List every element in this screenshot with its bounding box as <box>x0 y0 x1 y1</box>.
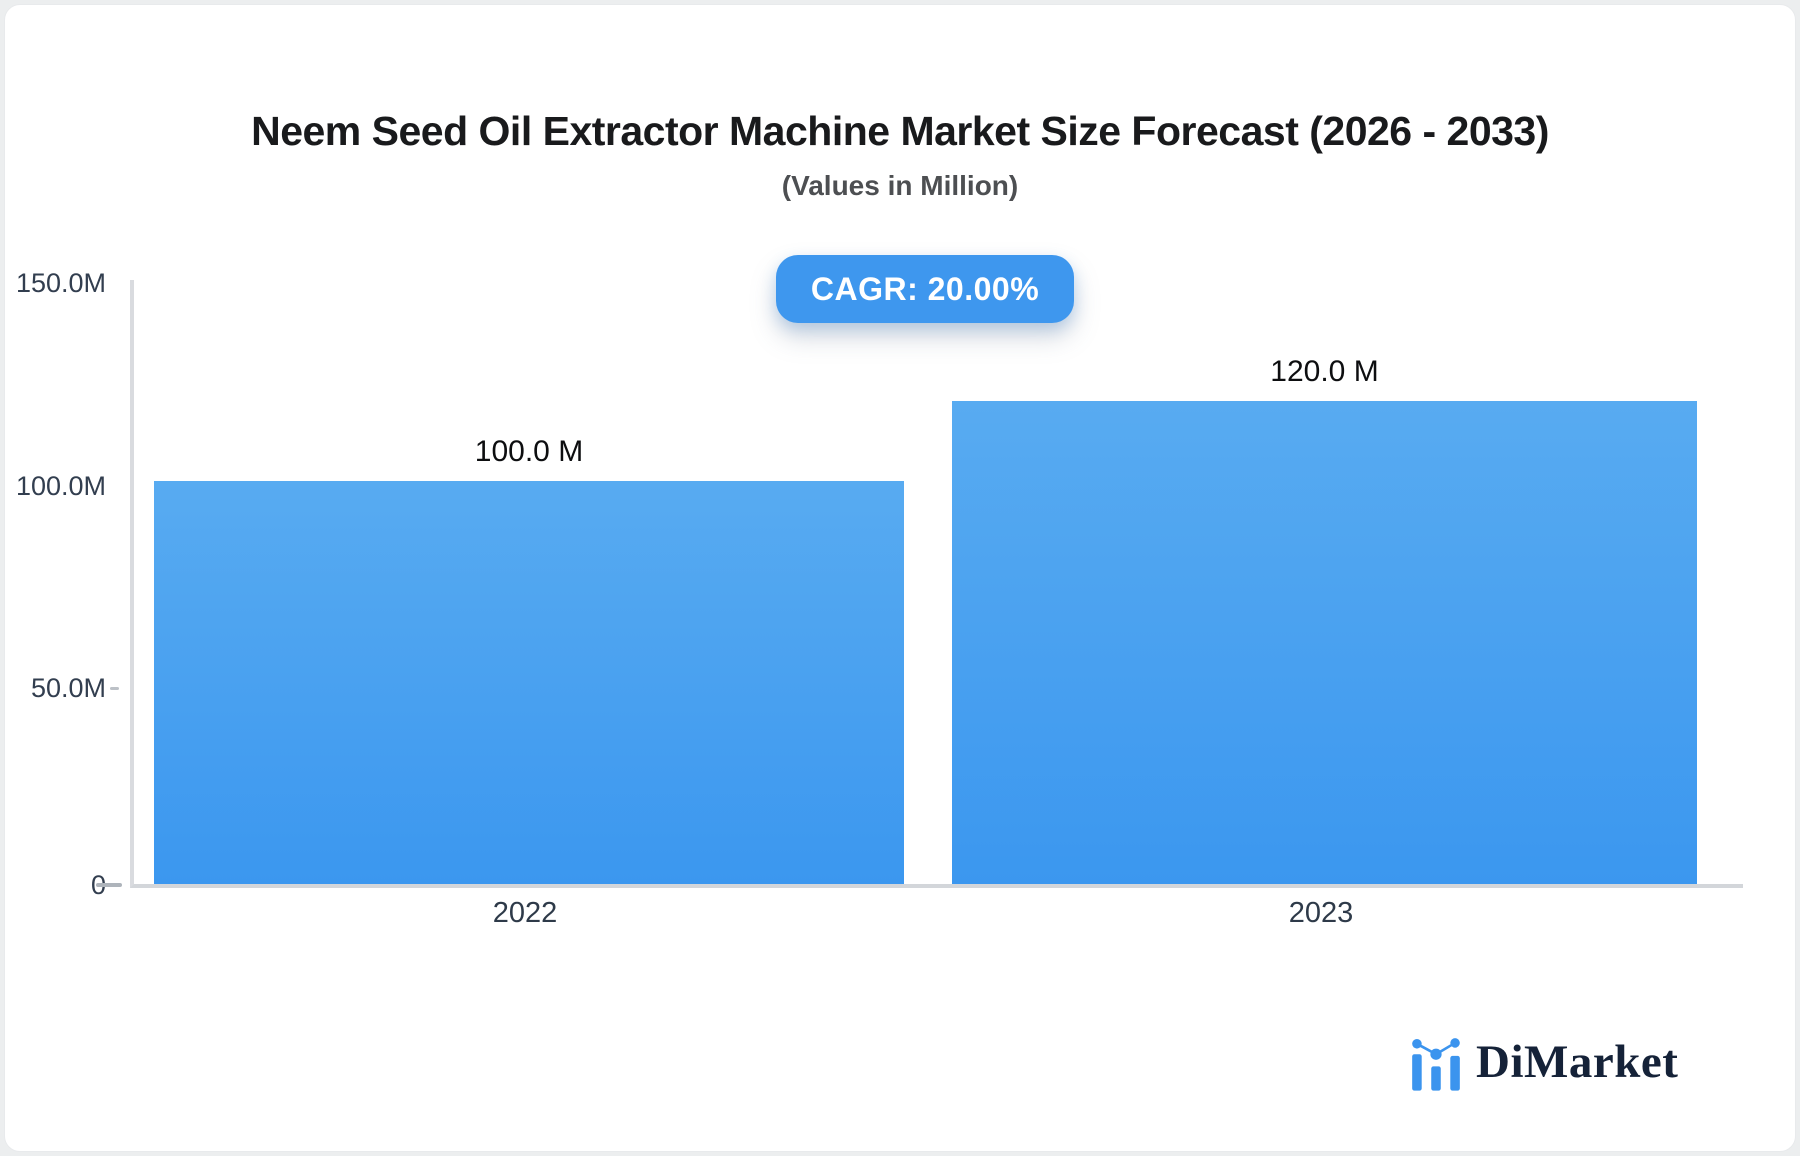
y-axis-tick <box>96 883 122 887</box>
x-axis-tick-label: 2023 <box>1288 897 1354 929</box>
y-axis-tick-label: 0 <box>0 868 106 902</box>
cagr-badge: CAGR: 20.00% <box>776 255 1074 323</box>
y-axis-tick-label: 50.0M <box>30 673 106 703</box>
brand-logo-text: DiMarket <box>1476 1036 1679 1088</box>
chart-subtitle: (Values in Million) <box>781 170 1019 201</box>
y-axis-tick <box>110 687 119 690</box>
y-axis-tick-label: 100.0M <box>15 471 106 501</box>
x-axis-tick-label: 2022 <box>492 897 558 929</box>
bar-2022[interactable]: 100.0 M <box>154 435 904 884</box>
brand-logo[interactable]: DiMarket <box>1410 1033 1678 1091</box>
bar-value-label: 100.0 M <box>474 435 584 469</box>
bar-2023[interactable]: 120.0 M <box>952 355 1697 884</box>
bar-chart-logo-icon <box>1412 1038 1460 1091</box>
chart-title: Neem Seed Oil Extractor Machine Market S… <box>251 108 1549 154</box>
bar-value-label: 120.0 M <box>1270 354 1379 388</box>
y-axis-tick-label: 150.0M <box>15 268 106 298</box>
plot-area: 100.0 M 120.0 M <box>130 280 1743 888</box>
